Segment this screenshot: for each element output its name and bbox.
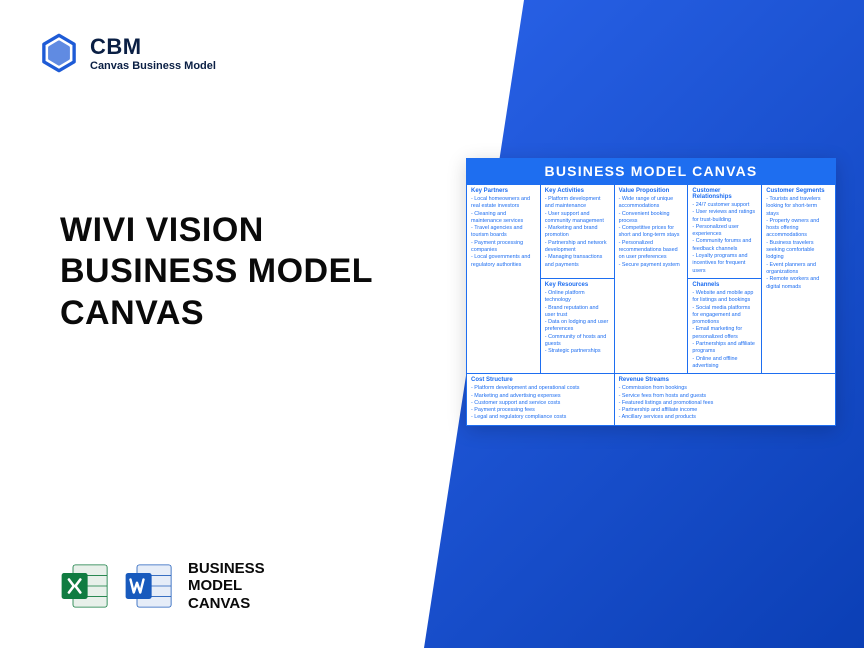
footer-caption: BUSINESS MODEL CANVAS (188, 560, 265, 612)
canvas-grid: Key Partners Local homeowners and real e… (466, 184, 836, 426)
sec-title-revenue-streams: Revenue Streams (619, 377, 831, 383)
sec-title-cost-structure: Cost Structure (471, 377, 610, 383)
sec-items-customer-segments: Tourists and travelers looking for short… (766, 196, 831, 291)
brand-header: CBM Canvas Business Model (38, 32, 216, 74)
title-line-1: WIVI VISION (60, 210, 373, 251)
footer-badges: BUSINESS MODEL CANVAS (60, 560, 265, 612)
sec-items-key-activities: Platform development and maintenanceUser… (545, 196, 610, 269)
sec-title-key-activities: Key Activities (545, 188, 610, 194)
sec-items-revenue-streams: Commission from bookingsService fees fro… (619, 385, 831, 421)
sec-title-customer-relationships: Customer Relationships (692, 188, 757, 200)
canvas-heading: BUSINESS MODEL CANVAS (466, 158, 836, 184)
sec-title-key-partners: Key Partners (471, 188, 536, 194)
sec-title-customer-segments: Customer Segments (766, 188, 831, 194)
footer-line-3: CANVAS (188, 595, 265, 612)
footer-line-1: BUSINESS (188, 560, 265, 577)
canvas-preview-card: BUSINESS MODEL CANVAS Key Partners Local… (466, 158, 836, 426)
sec-items-key-partners: Local homeowners and real estate investo… (471, 196, 536, 269)
title-line-2: BUSINESS MODEL (60, 251, 373, 292)
sec-title-channels: Channels (692, 282, 757, 288)
sec-title-key-resources: Key Resources (545, 282, 610, 288)
page-title: WIVI VISION BUSINESS MODEL CANVAS (60, 210, 373, 334)
sec-items-value-proposition: Wide range of unique accommodationsConve… (619, 196, 684, 269)
sec-items-cost-structure: Platform development and operational cos… (471, 385, 610, 421)
sec-items-customer-relationships: 24/7 customer supportUser reviews and ra… (692, 202, 757, 275)
sec-items-key-resources: Online platform technologyBrand reputati… (545, 290, 610, 356)
word-icon (124, 560, 176, 612)
brand-subtitle: Canvas Business Model (90, 60, 216, 72)
title-line-3: CANVAS (60, 293, 373, 334)
brand-logo-icon (38, 32, 80, 74)
brand-name: CBM (90, 34, 216, 60)
excel-icon (60, 560, 112, 612)
sec-items-channels: Website and mobile app for listings and … (692, 290, 757, 370)
sec-title-value-proposition: Value Proposition (619, 188, 684, 194)
footer-line-2: MODEL (188, 577, 265, 594)
